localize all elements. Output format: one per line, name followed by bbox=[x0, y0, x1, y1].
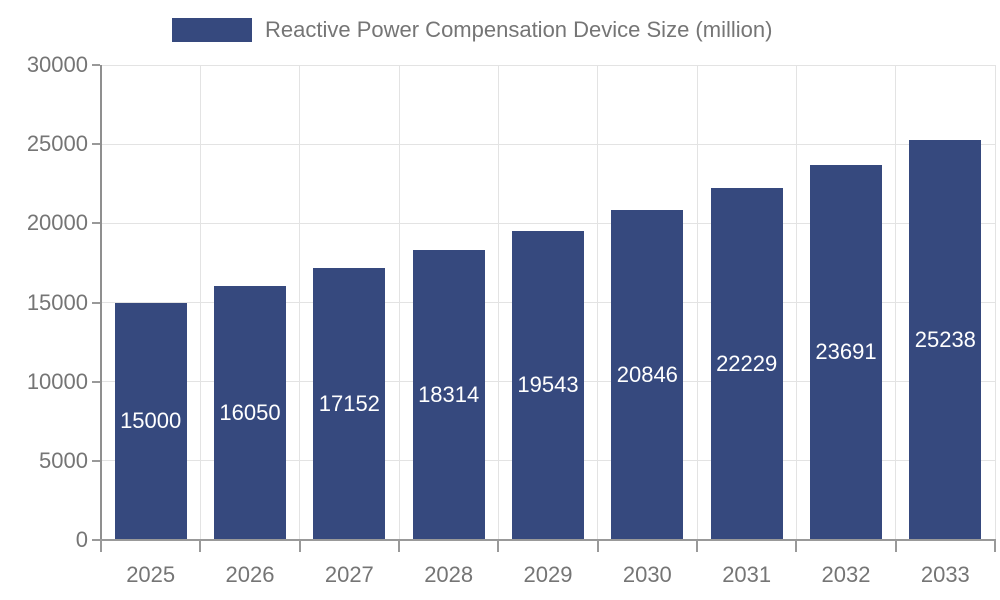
x-axis-category-label: 2026 bbox=[225, 562, 275, 587]
y-axis-tick-label: 30000 bbox=[26, 52, 88, 77]
gridline-vertical bbox=[994, 65, 996, 540]
bar-value-label: 18314 bbox=[418, 382, 480, 407]
gridline-horizontal bbox=[101, 143, 995, 145]
x-axis-category-label: 2031 bbox=[722, 562, 772, 587]
bar-value-label: 20846 bbox=[616, 361, 678, 387]
x-axis-category-label: 2027 bbox=[324, 562, 374, 587]
gridline-vertical bbox=[597, 65, 599, 540]
gridline-horizontal bbox=[101, 222, 995, 224]
x-axis-tick bbox=[497, 540, 500, 552]
x-axis-tick bbox=[696, 540, 698, 552]
x-axis-tick bbox=[994, 540, 996, 552]
x-axis-category-label: 2028 bbox=[424, 562, 474, 587]
gridline-vertical bbox=[497, 65, 499, 540]
y-axis-tick bbox=[92, 64, 100, 66]
y-axis-tick bbox=[92, 539, 100, 541]
x-axis-tick bbox=[298, 540, 301, 552]
bar-value-label: 19543 bbox=[517, 372, 579, 398]
legend-item[interactable]: Reactive Power Compensation Device Size … bbox=[172, 17, 772, 43]
gridline-vertical bbox=[795, 65, 797, 540]
gridline-horizontal bbox=[101, 64, 995, 66]
x-axis-tick bbox=[795, 540, 798, 552]
gridline-vertical bbox=[895, 65, 897, 540]
x-axis-tick bbox=[596, 540, 599, 552]
y-axis-tick bbox=[92, 143, 100, 146]
y-axis-tick bbox=[92, 380, 100, 383]
bar-value-label: 23691 bbox=[815, 339, 877, 365]
bar-value-label: 22229 bbox=[716, 351, 778, 376]
y-axis-tick-label: 15000 bbox=[26, 289, 88, 315]
bar-2033[interactable]: 25238 bbox=[909, 140, 982, 540]
bar-2030[interactable]: 20846 bbox=[611, 209, 684, 540]
bar-2025[interactable]: 15000 bbox=[114, 302, 187, 540]
y-axis-tick-label: 0 bbox=[75, 527, 88, 552]
x-axis-tick bbox=[398, 540, 400, 552]
x-axis-tick bbox=[100, 540, 102, 552]
bar-2028[interactable]: 18314 bbox=[412, 250, 485, 540]
legend-swatch bbox=[172, 18, 252, 42]
y-axis-tick-label: 25000 bbox=[26, 131, 88, 157]
bar-value-label: 15000 bbox=[120, 408, 182, 434]
gridline-vertical bbox=[398, 65, 400, 540]
y-axis-tick bbox=[92, 222, 100, 225]
bar-2027[interactable]: 17152 bbox=[313, 268, 386, 540]
gridline-vertical bbox=[696, 65, 698, 540]
bar-2029[interactable]: 19543 bbox=[512, 230, 584, 540]
y-axis-tick-label: 20000 bbox=[26, 210, 88, 236]
x-axis-category-label: 2029 bbox=[523, 562, 573, 587]
gridline-vertical bbox=[299, 65, 301, 540]
y-axis-line bbox=[100, 65, 102, 540]
x-axis-category-label: 2033 bbox=[920, 562, 970, 587]
bar-value-label: 17152 bbox=[318, 391, 380, 417]
bar-value-label: 25238 bbox=[914, 327, 976, 353]
bar-2032[interactable]: 23691 bbox=[810, 164, 882, 540]
bar-2031[interactable]: 22229 bbox=[710, 188, 783, 540]
bar-2026[interactable]: 16050 bbox=[214, 285, 286, 540]
x-axis-line bbox=[100, 539, 996, 541]
bar-value-label: 16050 bbox=[219, 399, 281, 425]
y-axis-tick bbox=[92, 301, 100, 304]
x-axis-category-label: 2032 bbox=[821, 562, 871, 587]
y-axis-tick-label: 10000 bbox=[26, 368, 88, 394]
y-axis-tick-label: 5000 bbox=[39, 447, 88, 473]
y-axis-tick bbox=[92, 459, 100, 462]
x-axis-tick bbox=[199, 540, 202, 552]
legend-label: Reactive Power Compensation Device Size … bbox=[265, 17, 773, 42]
x-axis-category-label: 2030 bbox=[622, 562, 672, 587]
plot-area: 15000 16050 17152 18314 19543 20846 22229 23691… bbox=[101, 64, 996, 540]
x-axis-category-label: 2025 bbox=[126, 562, 176, 587]
gridline-vertical bbox=[199, 65, 201, 540]
x-axis-tick bbox=[894, 540, 897, 552]
